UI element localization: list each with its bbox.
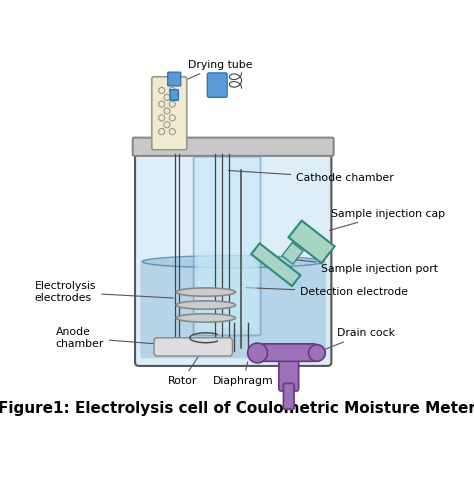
FancyBboxPatch shape: [193, 156, 261, 336]
Text: Cathode chamber: Cathode chamber: [228, 170, 394, 183]
Ellipse shape: [176, 314, 236, 322]
FancyBboxPatch shape: [207, 73, 227, 97]
FancyBboxPatch shape: [257, 344, 317, 361]
Ellipse shape: [176, 301, 236, 309]
FancyBboxPatch shape: [170, 90, 178, 100]
Ellipse shape: [176, 288, 236, 296]
Circle shape: [309, 344, 325, 361]
Text: Detection electrode: Detection electrode: [246, 287, 408, 297]
FancyBboxPatch shape: [154, 338, 232, 356]
Ellipse shape: [143, 256, 324, 268]
FancyBboxPatch shape: [168, 72, 181, 86]
Polygon shape: [289, 221, 335, 263]
FancyBboxPatch shape: [198, 253, 257, 330]
Text: Figure1: Electrolysis cell of Coulometric Moisture Meter: Figure1: Electrolysis cell of Coulometri…: [0, 401, 474, 416]
Text: Anode
chamber: Anode chamber: [55, 327, 172, 349]
Circle shape: [247, 343, 267, 363]
FancyBboxPatch shape: [283, 384, 294, 409]
Text: Rotor: Rotor: [167, 357, 198, 386]
FancyBboxPatch shape: [152, 77, 187, 150]
Text: Drying tube: Drying tube: [183, 60, 253, 81]
Text: Sample injection cap: Sample injection cap: [329, 209, 445, 230]
FancyBboxPatch shape: [279, 344, 299, 391]
FancyBboxPatch shape: [133, 138, 334, 156]
FancyBboxPatch shape: [135, 139, 331, 366]
Text: Diaphragm: Diaphragm: [213, 362, 273, 386]
Polygon shape: [251, 243, 301, 286]
Text: Drain cock: Drain cock: [324, 328, 395, 350]
FancyBboxPatch shape: [140, 259, 326, 358]
Polygon shape: [282, 242, 303, 264]
Text: Electrolysis
electrodes: Electrolysis electrodes: [35, 281, 173, 303]
Text: Sample injection port: Sample injection port: [295, 260, 438, 274]
